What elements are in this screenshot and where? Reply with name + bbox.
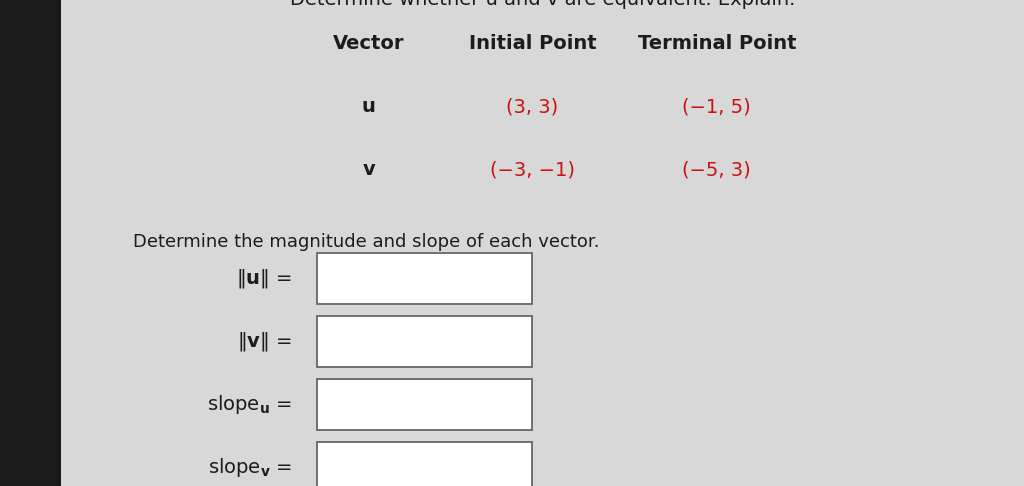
Text: $\|\mathbf{u}\|$ =: $\|\mathbf{u}\|$ = bbox=[236, 267, 292, 290]
Text: (−1, 5): (−1, 5) bbox=[682, 97, 752, 116]
Bar bbox=[317, 316, 532, 367]
Text: (−5, 3): (−5, 3) bbox=[682, 160, 752, 179]
Text: slope$_\mathbf{u}$ =: slope$_\mathbf{u}$ = bbox=[207, 393, 292, 416]
Text: $\|\mathbf{v}\|$ =: $\|\mathbf{v}\|$ = bbox=[237, 330, 292, 353]
Text: Determine whether u and v are equivalent. Explain.: Determine whether u and v are equivalent… bbox=[290, 0, 796, 9]
Bar bbox=[0, 0, 61, 486]
Text: Terminal Point: Terminal Point bbox=[638, 34, 796, 53]
Text: Determine the magnitude and slope of each vector.: Determine the magnitude and slope of eac… bbox=[133, 233, 600, 251]
Bar bbox=[317, 379, 532, 430]
Text: (−3, −1): (−3, −1) bbox=[489, 160, 575, 179]
Bar bbox=[317, 442, 532, 486]
Text: slope$_\mathbf{v}$ =: slope$_\mathbf{v}$ = bbox=[208, 456, 292, 479]
Bar bbox=[317, 253, 532, 304]
Text: u: u bbox=[361, 97, 376, 116]
Text: Initial Point: Initial Point bbox=[469, 34, 596, 53]
Text: Vector: Vector bbox=[333, 34, 404, 53]
Text: (3, 3): (3, 3) bbox=[506, 97, 559, 116]
Text: v: v bbox=[362, 160, 375, 179]
